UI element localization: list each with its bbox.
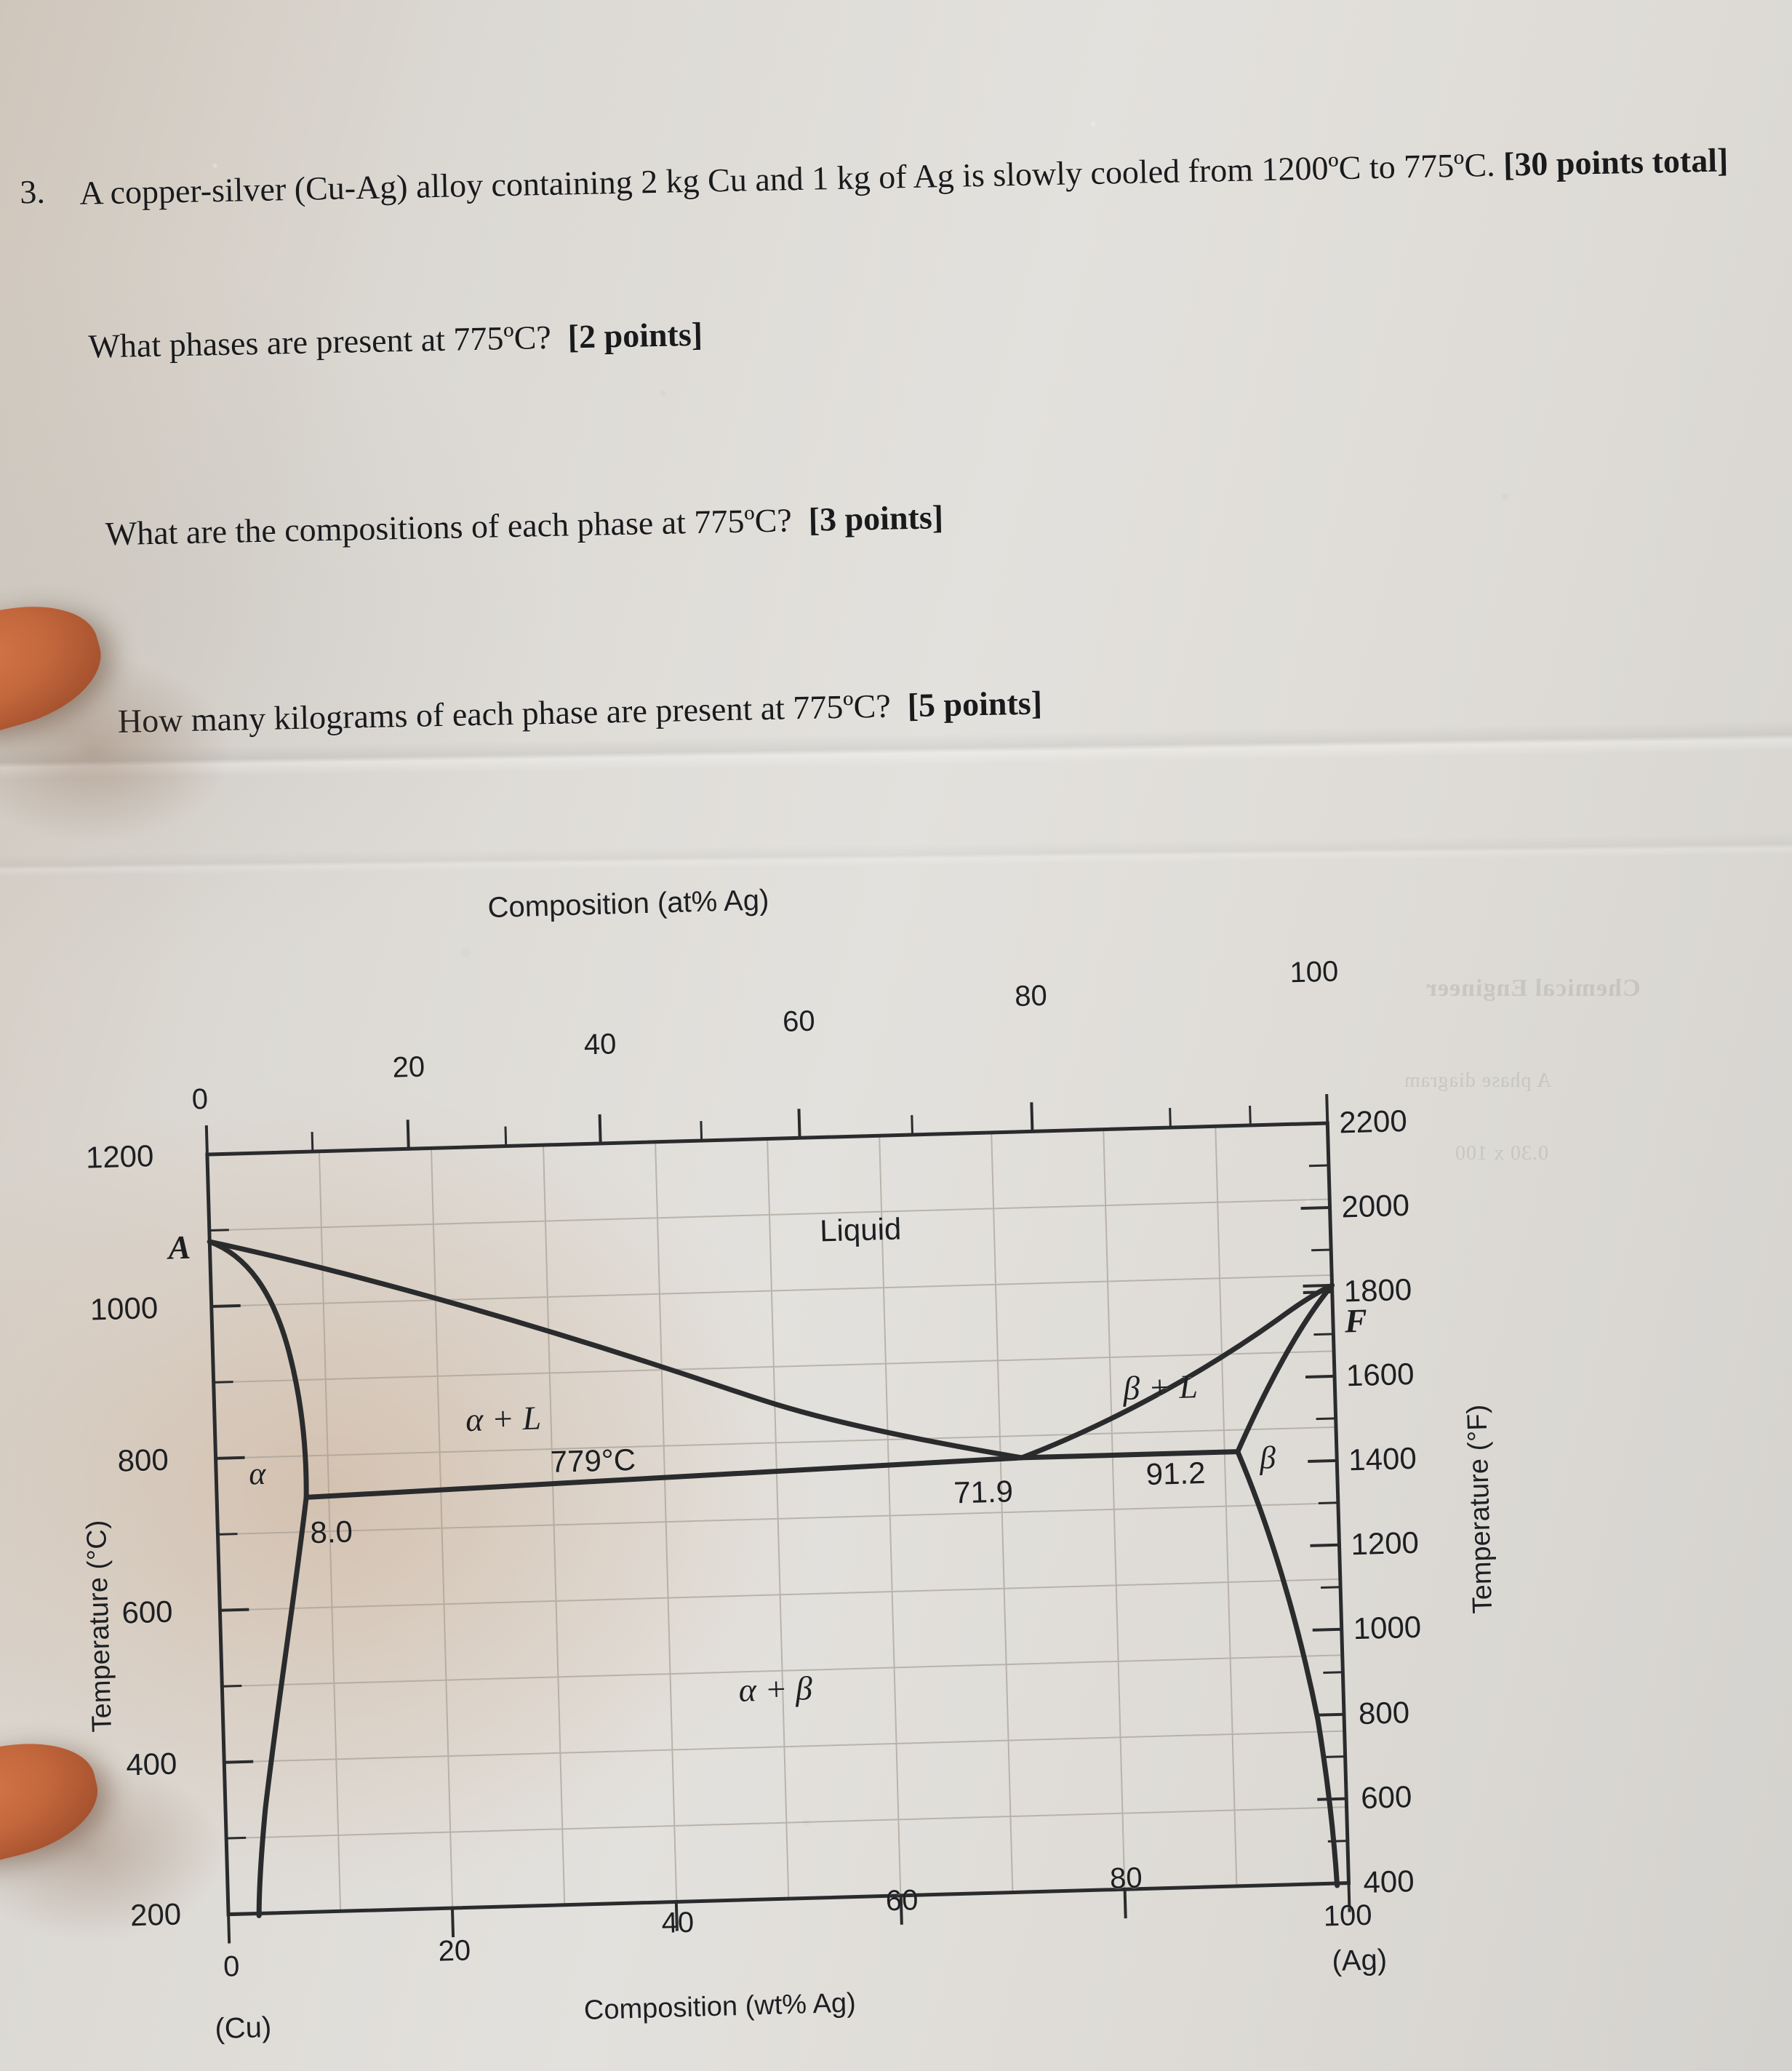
question-main-points: [30 points total]: [1503, 141, 1729, 183]
grid-lines: [209, 1126, 1347, 1912]
region-label-alpha-plus-beta: α + β: [738, 1669, 813, 1709]
right-tick-2200: 2200: [1338, 1103, 1408, 1140]
eutectic-composition-label: 71.9: [953, 1474, 1014, 1510]
bottom-tick-40: 40: [661, 1906, 695, 1939]
region-label-beta-plus-liquid: β + L: [1122, 1368, 1199, 1407]
right-tick-600: 600: [1360, 1779, 1412, 1816]
top-tick-60: 60: [782, 1005, 816, 1038]
alpha-max-solubility-label: 8.0: [309, 1514, 353, 1550]
curve-eutectic-isotherm: [303, 1449, 1241, 1500]
left-tick-800: 800: [116, 1442, 169, 1478]
point-label-f: F: [1344, 1301, 1368, 1340]
top-tick-40: 40: [583, 1028, 617, 1061]
top-tick-100: 100: [1289, 955, 1339, 989]
beta-max-solubility-label: 91.2: [1145, 1455, 1207, 1492]
sub-question-2-points: [3 points]: [808, 498, 944, 538]
right-axis-minor-ticks: [1308, 1164, 1348, 1843]
left-tick-400: 400: [125, 1746, 177, 1782]
left-tick-1000: 1000: [89, 1290, 159, 1327]
bottom-tick-60: 60: [885, 1884, 919, 1918]
top-tick-20: 20: [392, 1050, 425, 1084]
region-label-alpha-plus-liquid: α + L: [465, 1399, 542, 1439]
axis-title-right: Temperature (°F): [1462, 1404, 1499, 1614]
axis-title-left: Temperature (°C): [81, 1520, 119, 1733]
curve-liquidus-right: [1019, 1282, 1335, 1461]
left-tick-200: 200: [129, 1896, 182, 1933]
bottom-axis-ticks: [227, 1883, 1351, 1944]
curve-beta-solvus: [1235, 1449, 1340, 1888]
top-tick-0: 0: [191, 1082, 209, 1116]
left-tick-1200: 1200: [85, 1138, 155, 1175]
bottom-tick-100: 100: [1323, 1899, 1373, 1933]
endpoint-label-ag: (Ag): [1331, 1944, 1388, 1978]
left-tick-600: 600: [121, 1594, 174, 1630]
right-tick-2000: 2000: [1340, 1187, 1410, 1224]
eutectic-temperature-label: 779°C: [550, 1442, 636, 1480]
phase-diagram: Composition (at% Ag) 0 20 40 60 80 100 T…: [0, 871, 1792, 2071]
left-axis-minor-ticks: [209, 1229, 247, 1840]
right-tick-1000: 1000: [1353, 1609, 1422, 1646]
sub-question-3-points: [5 points]: [907, 684, 1043, 725]
bottom-tick-80: 80: [1109, 1861, 1143, 1895]
curve-alpha-solvus: [256, 1494, 309, 1918]
curve-solidus-beta: [1235, 1282, 1335, 1455]
top-axis-minor-ticks: [311, 1105, 1252, 1152]
f-point-marker: [1303, 1283, 1332, 1288]
question-number: 3.: [19, 172, 46, 211]
right-tick-800: 800: [1358, 1695, 1410, 1731]
region-label-alpha: α: [248, 1455, 266, 1492]
bottom-tick-0: 0: [223, 1950, 240, 1983]
sub-question-1-points: [2 points]: [567, 315, 703, 356]
right-tick-1600: 1600: [1345, 1356, 1415, 1393]
right-tick-400: 400: [1362, 1864, 1415, 1900]
curve-solidus-alpha: [207, 1239, 309, 1500]
region-label-beta: β: [1259, 1440, 1276, 1476]
region-label-liquid: Liquid: [819, 1211, 902, 1248]
phase-diagram-svg: [204, 1093, 1351, 1944]
bottom-tick-20: 20: [438, 1934, 471, 1968]
point-label-a: A: [167, 1228, 191, 1266]
right-tick-1200: 1200: [1350, 1525, 1420, 1562]
right-tick-1400: 1400: [1348, 1440, 1417, 1477]
left-axis-ticks: [207, 1152, 258, 1916]
curve-liquidus-left: [207, 1239, 1025, 1461]
top-tick-80: 80: [1014, 979, 1048, 1013]
top-axis-ticks: [204, 1093, 1329, 1155]
endpoint-label-cu: (Cu): [214, 2011, 272, 2046]
